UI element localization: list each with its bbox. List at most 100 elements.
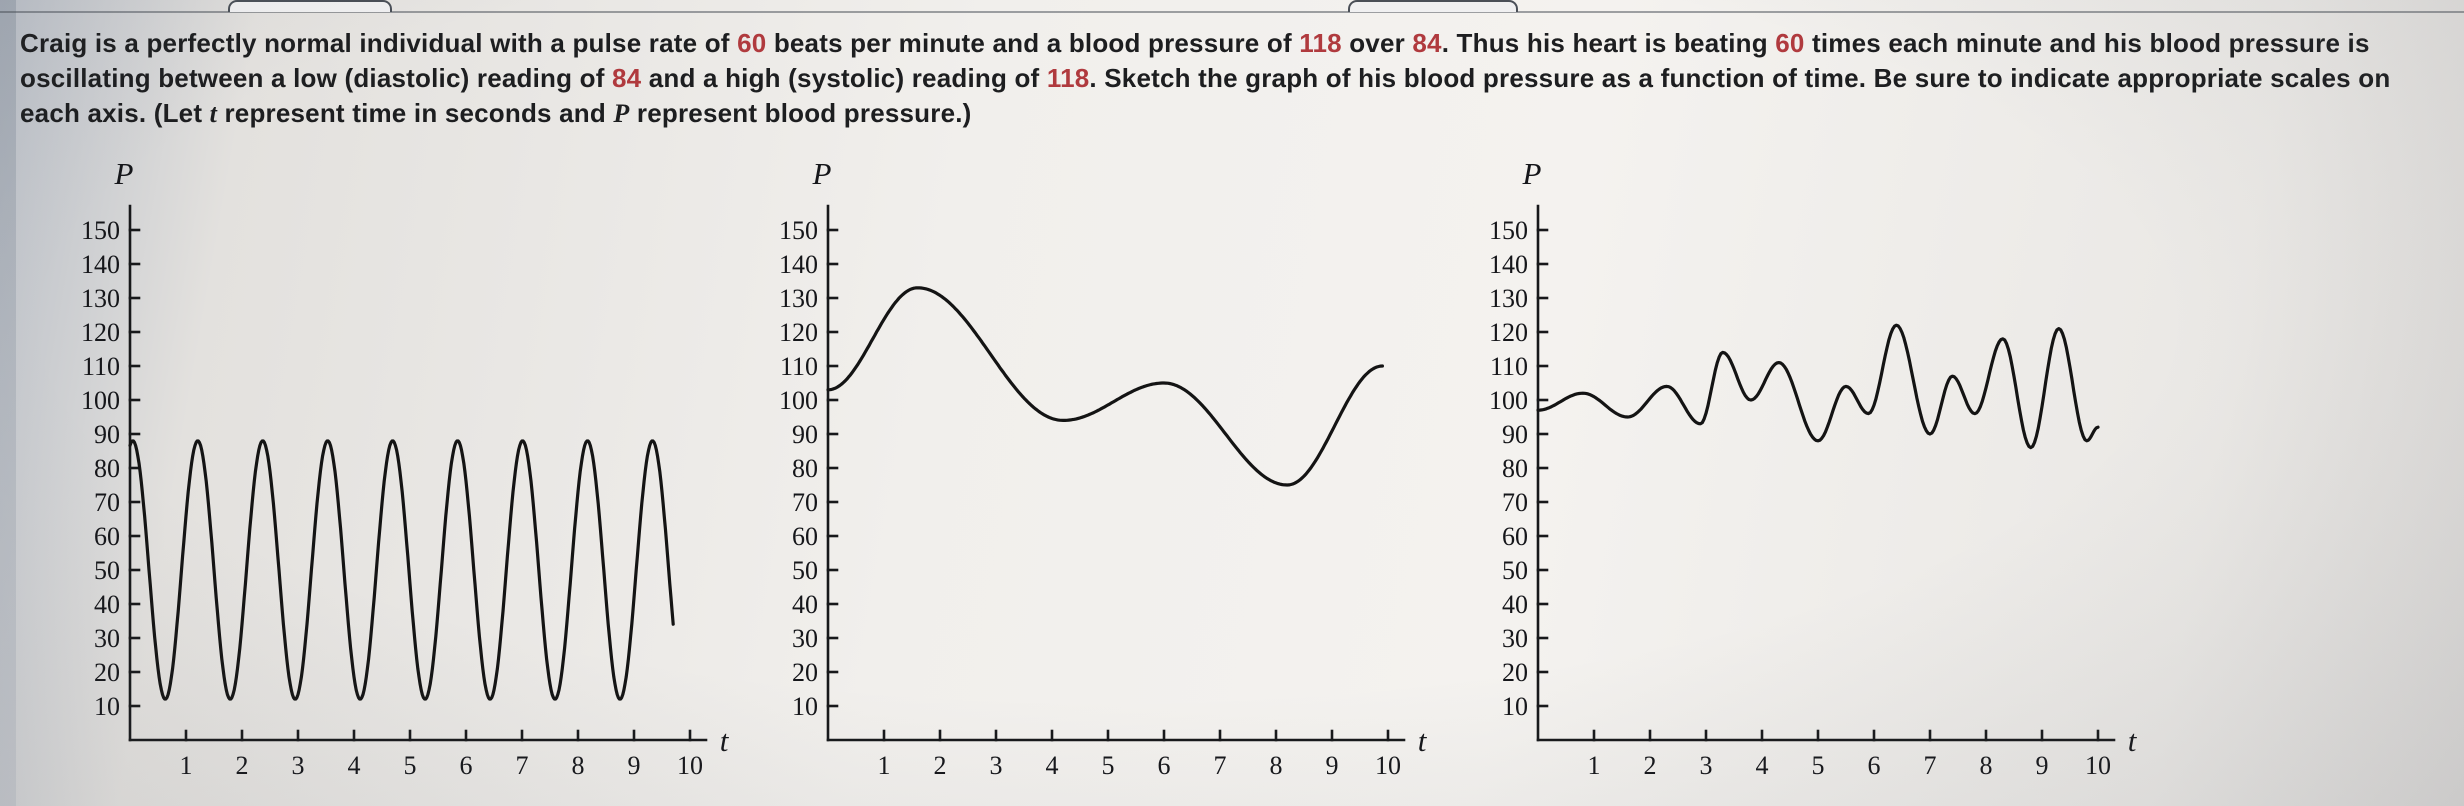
y-tick-label: 130 [81,284,120,313]
highlight-number: 84 [612,62,642,93]
browser-tab-1[interactable] [228,0,392,12]
pressure-curve [128,439,675,701]
x-tick-label: 1 [878,751,891,780]
y-tick-label: 10 [1502,692,1528,721]
y-tick-label: 50 [1502,556,1528,585]
x-tick-label: 6 [1158,751,1171,780]
screen-left-shade [0,0,16,806]
y-tick-label: 70 [1502,488,1528,517]
x-tick-label: 5 [1102,751,1115,780]
pressure-curve [826,286,1384,487]
y-tick-label: 10 [94,692,120,721]
x-tick-label: 1 [1588,751,1601,780]
highlight-number: 118 [1046,62,1090,93]
y-tick-label: 90 [94,420,120,449]
question-text: Craig is a perfectly normal individual w… [20,26,2444,131]
highlight-number: 60 [737,28,767,58]
y-tick-label: 110 [780,352,818,381]
y-tick-label: 140 [1489,250,1528,279]
y-tick-label: 150 [779,216,818,245]
y-tick-label: 100 [779,386,818,415]
question-text-segment: represent blood pressure.) [629,97,972,128]
y-tick-label: 10 [792,692,818,721]
y-tick-label: 90 [792,420,818,449]
x-tick-label: 7 [1214,751,1227,780]
y-tick-label: 20 [792,658,818,687]
y-tick-label: 30 [94,624,120,653]
x-tick-label: 8 [1980,751,1993,780]
y-tick-label: 130 [1489,284,1528,313]
x-tick-label: 10 [677,751,703,780]
x-tick-label: 7 [1924,751,1937,780]
y-tick-label: 30 [1502,624,1528,653]
x-tick-label: 2 [236,751,249,780]
y-tick-label: 120 [81,318,120,347]
y-tick-label: 30 [792,624,818,653]
x-tick-label: 4 [348,751,361,780]
y-tick-label: 150 [1489,216,1528,245]
y-tick-label: 130 [779,284,818,313]
y-tick-label: 60 [94,522,120,551]
math-variable: P [613,98,630,128]
question-text-segment: . Sketch the graph of his blood pressure… [20,62,2391,128]
pressure-curve [1536,323,2100,450]
y-tick-label: 140 [779,250,818,279]
y-tick-label: 70 [94,488,120,517]
x-tick-label: 7 [516,751,529,780]
y-tick-label: 40 [1502,590,1528,619]
y-tick-label: 110 [82,352,120,381]
x-tick-label: 10 [1375,751,1401,780]
highlight-number: 84 [1412,28,1442,58]
highlight-number: 60 [1775,28,1805,58]
x-tick-label: 5 [1812,751,1825,780]
answer-option-graph-3[interactable]: 10 20 30 40 50 60 70 80 90 100 110 120 130 140 150 1 2 3 4… [1468,150,2168,806]
question-text-segment: . Thus his heart is beating [1441,28,1776,58]
y-tick-label: 20 [94,658,120,687]
question-text-segment: Craig is a perfectly normal individual w… [20,28,738,58]
y-tick-label: 70 [792,488,818,517]
y-tick-label: 80 [792,454,818,483]
question-text-segment: beats per minute and a blood pressure of [766,28,1300,58]
y-tick-label: 60 [1502,522,1528,551]
x-tick-label: 9 [1326,751,1339,780]
y-tick-label: 80 [1502,454,1528,483]
x-tick-label: 2 [934,751,947,780]
answer-option-graph-2[interactable]: 10 20 30 40 50 60 70 80 90 100 110 120 130 140 150 1 2 3 4… [758,150,1458,806]
y-tick-label: 50 [792,556,818,585]
x-tick-label: 4 [1756,751,1769,780]
question-text-segment: over [1341,28,1413,58]
y-tick-label: 110 [1490,352,1528,381]
y-axis-label: P [812,156,832,191]
y-tick-label: 140 [81,250,120,279]
x-axis-label: t [2128,723,2138,758]
y-tick-label: 150 [81,216,120,245]
y-axis-label: P [114,156,134,191]
question-text-segment: times each minute and his blood pressure… [20,28,2370,93]
x-axis-label: t [1418,723,1428,758]
x-tick-label: 10 [2085,751,2111,780]
y-tick-label: 100 [1489,386,1528,415]
x-tick-label: 6 [460,751,473,780]
x-tick-label: 8 [1270,751,1283,780]
y-tick-label: 50 [94,556,120,585]
y-tick-label: 120 [1489,318,1528,347]
question-text-segment: and a high (systolic) reading of [641,62,1047,93]
y-tick-label: 60 [792,522,818,551]
x-tick-label: 6 [1868,751,1881,780]
y-tick-label: 90 [1502,420,1528,449]
y-tick-label: 100 [81,386,120,415]
x-tick-label: 3 [1700,751,1713,780]
x-tick-label: 4 [1046,751,1059,780]
x-axis-label: t [720,723,730,758]
browser-tab-2[interactable] [1348,0,1518,12]
answer-option-graph-1[interactable]: 10 20 30 40 50 60 70 80 90 100 110 120 130 140 150 1 2 3 4… [60,150,760,806]
x-tick-label: 3 [990,751,1003,780]
highlight-number: 118 [1299,28,1342,58]
x-tick-label: 2 [1644,751,1657,780]
y-tick-label: 40 [792,590,818,619]
x-tick-label: 1 [180,751,193,780]
y-tick-label: 120 [779,318,818,347]
y-tick-label: 80 [94,454,120,483]
y-tick-label: 20 [1502,658,1528,687]
y-tick-label: 40 [94,590,120,619]
